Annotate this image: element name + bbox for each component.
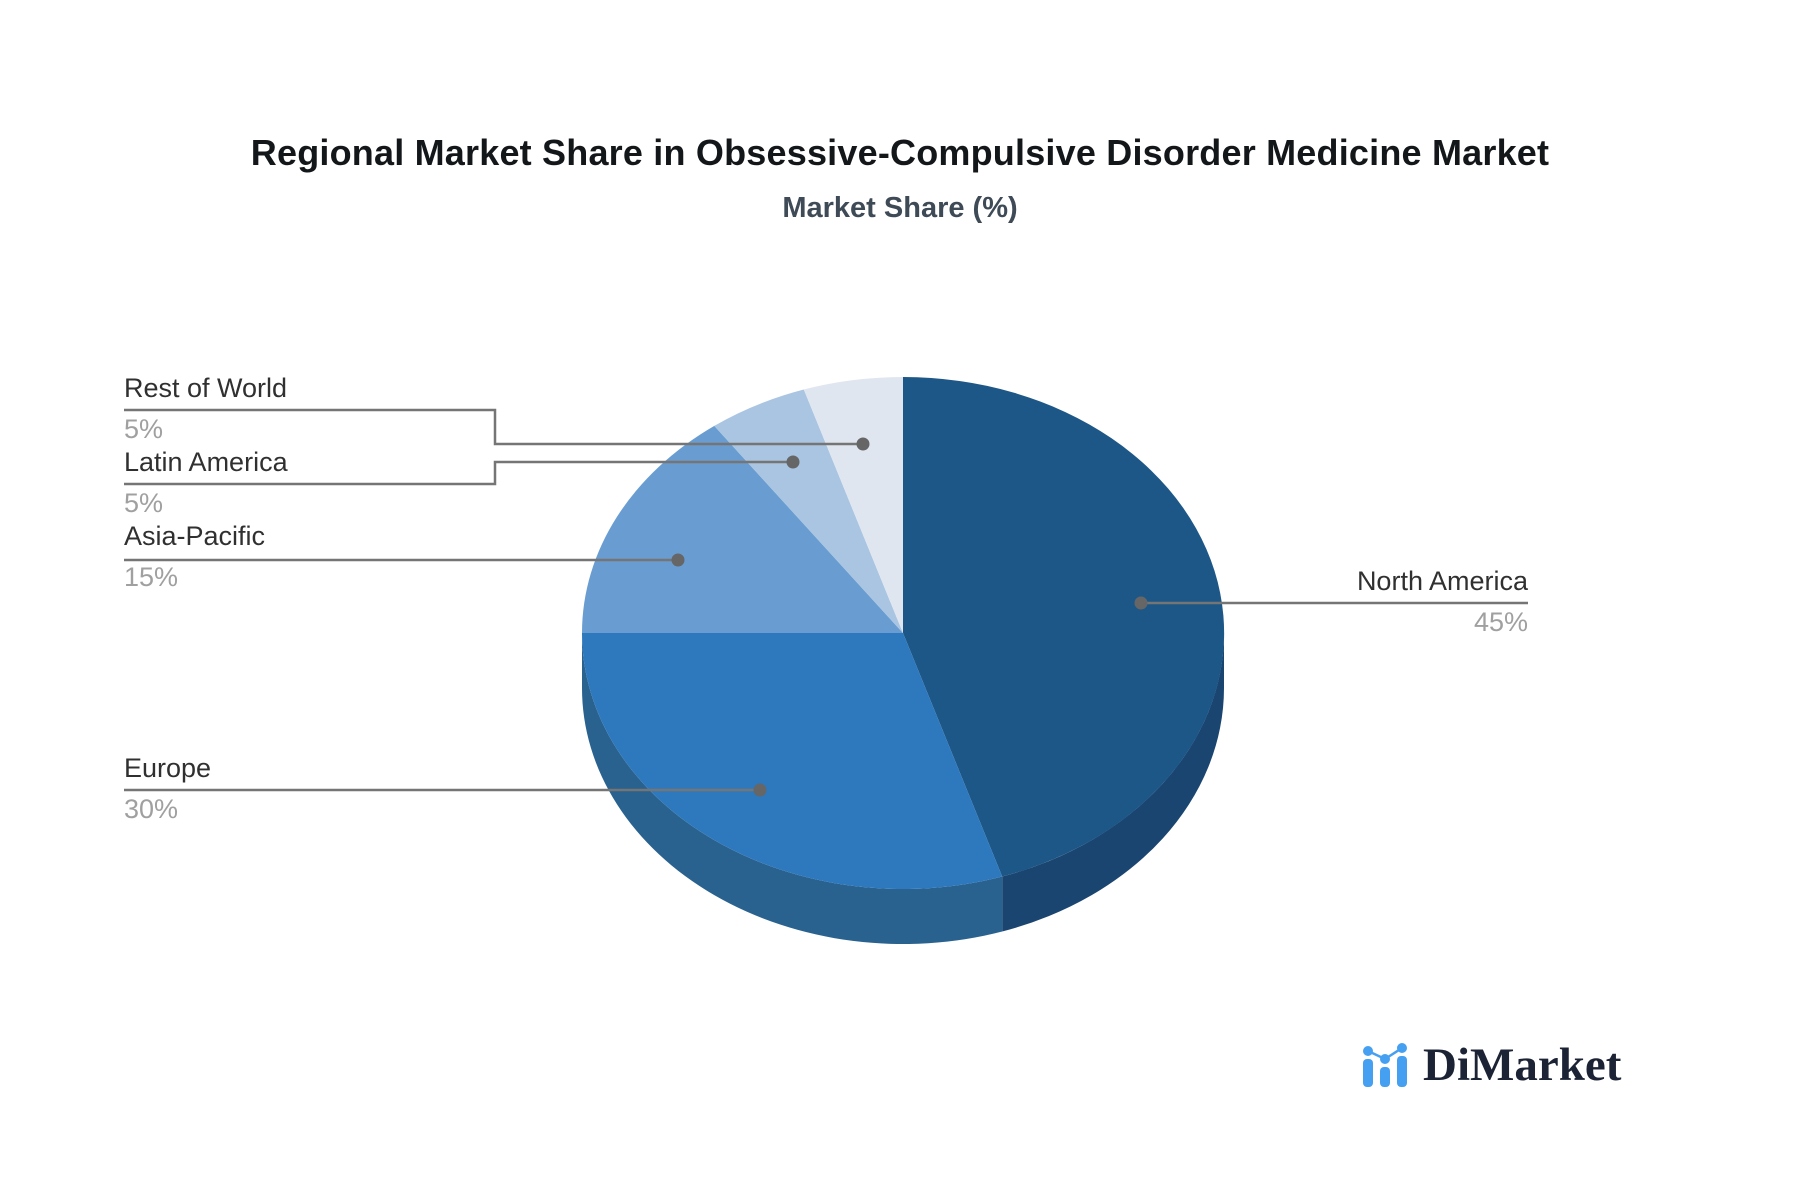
slice-label: Latin America xyxy=(124,447,288,477)
bar-chart-icon xyxy=(1363,1042,1407,1087)
slice-label: North America xyxy=(1356,566,1528,596)
slice-label: Europe xyxy=(124,753,212,783)
leader-dot-asia-pacific xyxy=(671,553,685,567)
leader-line-rest-of-world xyxy=(124,408,863,446)
callout-latin-america: Latin America 5% xyxy=(124,447,288,518)
leader-dot-europe xyxy=(753,783,767,797)
dimarket-logo: DiMarket xyxy=(1362,1042,1621,1089)
pie-slice-side-north-america xyxy=(1002,633,1224,932)
pie-slice-north-america[interactable] xyxy=(903,376,1225,877)
pie-slice-europe[interactable] xyxy=(582,633,1003,890)
callout-rest-of-world: Rest of World 5% xyxy=(124,373,287,444)
callout-asia-pacific: Asia-Pacific 15% xyxy=(124,521,265,592)
chart-title: Regional Market Share in Obsessive-Compu… xyxy=(250,132,1550,173)
pie-slice-latin-america[interactable] xyxy=(714,389,903,634)
slice-percent: 5% xyxy=(124,414,164,444)
leader-dot-latin-america xyxy=(786,455,800,469)
callout-north-america: North America 45% xyxy=(1357,566,1528,637)
slice-label: Asia-Pacific xyxy=(124,521,266,551)
leader-dot-rest-of-world xyxy=(856,437,870,451)
slice-label: Rest of World xyxy=(124,373,288,403)
pie-slice-asia-pacific[interactable] xyxy=(582,425,903,633)
logo-text: DiMarket xyxy=(1423,1039,1622,1091)
slice-percent: 15% xyxy=(124,562,179,592)
leader-line-latin-america xyxy=(124,460,793,486)
leader-dot-north-america xyxy=(1134,596,1148,610)
callout-europe: Europe 30% xyxy=(124,753,211,824)
pie-slice-rest-of-world[interactable] xyxy=(803,377,903,633)
pie-slice-side-europe xyxy=(582,633,1003,945)
slice-percent: 30% xyxy=(124,794,179,824)
chart-subtitle: Market Share (%) xyxy=(782,192,1018,224)
slice-percent: 5% xyxy=(124,488,164,518)
slice-percent: 45% xyxy=(1473,607,1528,637)
